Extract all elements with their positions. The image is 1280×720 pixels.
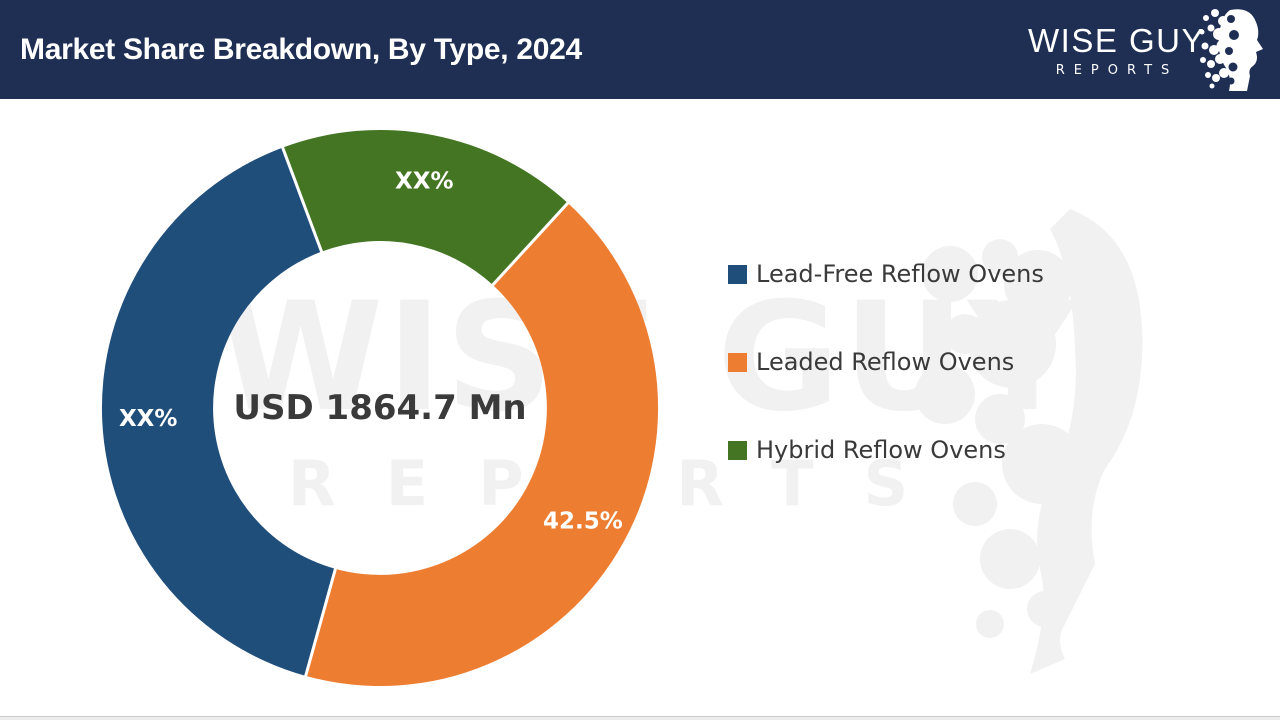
legend-label: Leaded Reflow Ovens bbox=[756, 348, 1015, 376]
header-bar: Market Share Breakdown, By Type, 2024 WI… bbox=[0, 0, 1280, 99]
logo-text: WISE GUY REPORTS bbox=[1028, 22, 1206, 78]
slice-gap-line bbox=[490, 201, 570, 288]
legend-swatch-blue-icon bbox=[728, 264, 747, 284]
watermark-face-icon bbox=[915, 209, 1143, 674]
dotted-face-icon bbox=[1199, 9, 1263, 92]
slice-gap-line bbox=[280, 146, 324, 254]
bottom-hairline bbox=[0, 716, 1280, 720]
donut-slice-hybrid-reflow-ovens bbox=[282, 129, 568, 285]
donut-chart: XX% 42.5% XX% bbox=[101, 129, 659, 687]
logo-subtitle: REPORTS bbox=[1055, 63, 1179, 78]
wise-guy-reports-logo: WISE GUY REPORTS bbox=[1028, 6, 1268, 92]
legend-item-lead-free: Lead-Free Reflow Ovens bbox=[728, 259, 1044, 289]
page-title: Market Share Breakdown, By Type, 2024 bbox=[20, 32, 582, 66]
slice-label: 42.5% bbox=[543, 509, 623, 535]
slice-label: XX% bbox=[395, 168, 454, 194]
legend: Lead-Free Reflow Ovens Leaded Reflow Ove… bbox=[728, 259, 1044, 523]
legend-swatch-green-icon bbox=[728, 440, 747, 460]
slice-gap-line bbox=[303, 566, 338, 678]
legend-item-leaded: Leaded Reflow Ovens bbox=[728, 347, 1044, 377]
slice-label: XX% bbox=[119, 406, 178, 432]
legend-label: Hybrid Reflow Ovens bbox=[756, 436, 1006, 464]
legend-item-hybrid: Hybrid Reflow Ovens bbox=[728, 435, 1044, 465]
donut-slice-lead-free-reflow-ovens bbox=[101, 147, 336, 676]
logo-wordmark: WISE GUY bbox=[1028, 22, 1206, 59]
donut-slice-leaded-reflow-ovens bbox=[305, 203, 659, 687]
donut-center-value: USD 1864.7 Mn bbox=[233, 388, 527, 428]
legend-swatch-orange-icon bbox=[728, 352, 747, 372]
chart-area: WISE GUY REPORTS XX%42.5%XX% USD 1864.7 … bbox=[0, 99, 1280, 716]
legend-label: Lead-Free Reflow Ovens bbox=[756, 260, 1044, 288]
